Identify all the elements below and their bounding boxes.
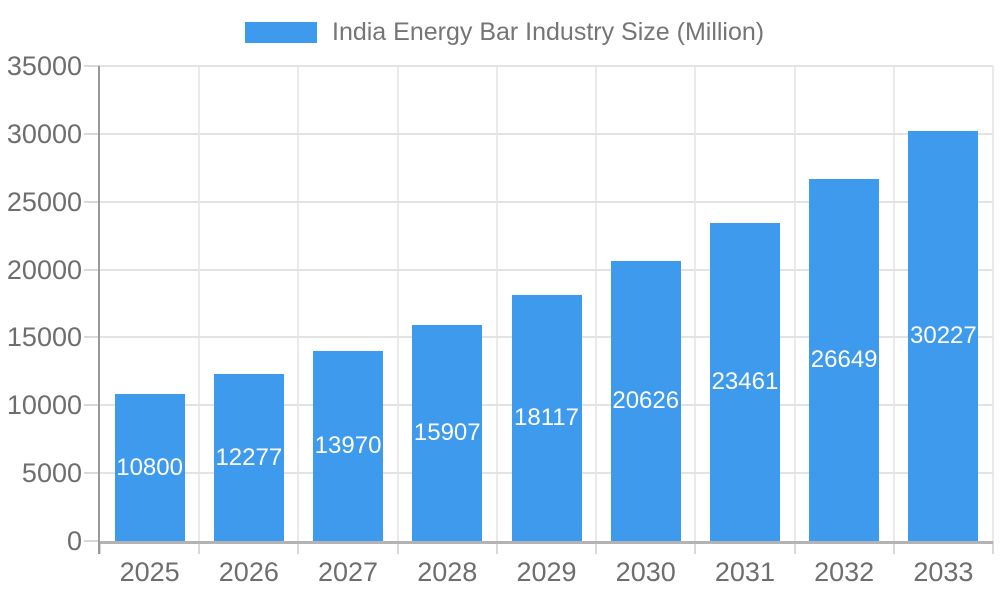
y-tick-mark (84, 65, 100, 67)
bar-value-label: 15907 (413, 419, 481, 447)
y-tick-mark (84, 268, 100, 271)
y-tick-label: 35000 (6, 51, 82, 81)
bar-value-label: 20626 (612, 387, 680, 415)
x-tick-label: 2028 (417, 557, 478, 587)
x-tick-label: 2027 (318, 557, 379, 587)
x-tick-label: 2032 (814, 557, 875, 587)
y-tick-label: 10000 (6, 390, 82, 421)
vertical-gridline (694, 66, 697, 541)
horizontal-gridline (100, 65, 993, 67)
y-tick-mark (84, 132, 100, 135)
x-tick-mark (892, 541, 895, 554)
x-tick-mark (99, 541, 101, 554)
y-tick-label: 5000 (21, 458, 82, 489)
vertical-gridline (793, 66, 796, 541)
y-tick-mark (84, 336, 100, 339)
bar-2033 (908, 130, 979, 541)
vertical-gridline (495, 66, 498, 541)
bar-2032 (809, 179, 880, 541)
horizontal-gridline (100, 268, 993, 271)
y-tick-mark (84, 540, 100, 542)
bar-value-label: 26649 (810, 346, 878, 374)
bar-2027 (313, 351, 384, 541)
vertical-gridline (595, 66, 598, 541)
x-tick-label: 2030 (615, 557, 676, 587)
bar-2030 (610, 261, 681, 541)
x-tick-mark (694, 541, 697, 554)
vertical-gridline (892, 66, 895, 541)
legend-label: India Energy Bar Industry Size (Million) (332, 18, 765, 46)
bar-value-label: 18117 (514, 404, 579, 432)
bar-value-label: 30227 (910, 321, 977, 349)
horizontal-gridline (100, 132, 993, 135)
vertical-gridline (396, 66, 399, 541)
x-tick-label: 2031 (714, 557, 775, 587)
x-tick-mark (495, 541, 498, 554)
x-tick-mark (396, 541, 399, 554)
bar-value-label: 10800 (116, 453, 183, 481)
x-tick-mark (793, 541, 796, 554)
bar-2025 (114, 394, 185, 541)
x-tick-mark (992, 541, 994, 554)
legend-swatch (245, 22, 317, 43)
x-tick-mark (198, 541, 201, 554)
x-axis-line (100, 541, 993, 544)
bar-value-label: 13970 (314, 432, 382, 460)
x-tick-label: 2026 (218, 557, 279, 587)
y-tick-mark (84, 472, 100, 475)
x-tick-mark (297, 541, 300, 554)
vertical-gridline (992, 66, 994, 541)
vertical-gridline (198, 66, 201, 541)
y-tick-label: 30000 (6, 118, 82, 149)
bar-2028 (412, 325, 483, 541)
vertical-gridline (297, 66, 300, 541)
x-tick-label: 2025 (119, 557, 180, 587)
bar-value-label: 12277 (215, 443, 283, 471)
x-tick-label: 2033 (913, 557, 974, 587)
y-tick-mark (84, 404, 100, 407)
y-axis-line (98, 66, 100, 554)
y-tick-mark (84, 200, 100, 203)
y-tick-label: 15000 (6, 322, 82, 353)
x-tick-mark (595, 541, 598, 554)
y-tick-label: 20000 (6, 254, 82, 285)
bar-2026 (213, 374, 284, 541)
horizontal-gridline (100, 200, 993, 203)
bar-2029 (511, 295, 582, 541)
x-tick-label: 2029 (516, 557, 577, 587)
y-tick-label: 0 (66, 526, 82, 556)
bar-value-label: 23461 (711, 367, 779, 395)
bar-2031 (709, 222, 780, 541)
y-tick-label: 25000 (6, 186, 82, 217)
